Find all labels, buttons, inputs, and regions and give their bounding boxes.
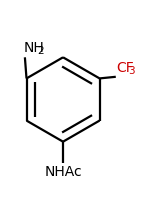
Text: NHAc: NHAc — [44, 165, 82, 179]
Text: CF: CF — [117, 61, 134, 75]
Text: 3: 3 — [128, 66, 135, 76]
Text: NH: NH — [23, 41, 44, 55]
Text: 2: 2 — [37, 46, 44, 56]
